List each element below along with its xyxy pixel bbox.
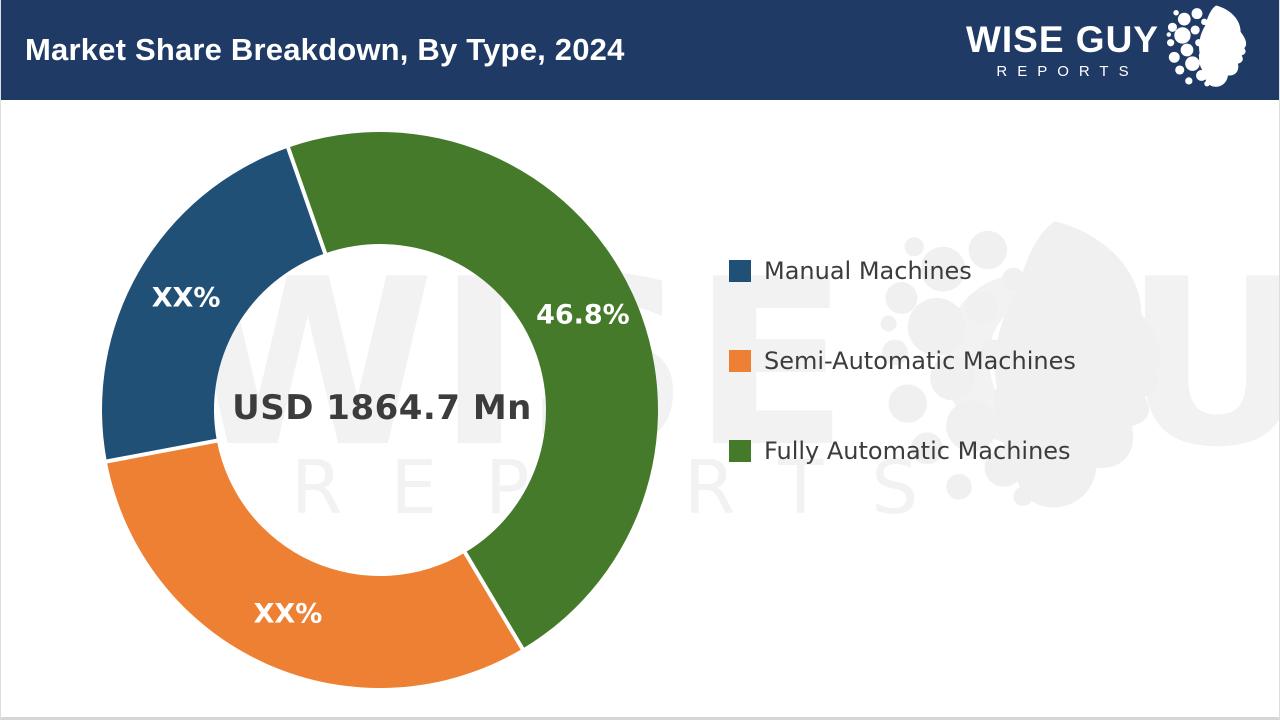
segment-separator [461, 548, 526, 653]
header: Market Share Breakdown, By Type, 2024 WI… [1, 0, 1279, 100]
donut-chart: 46.8% XX% XX% [102, 131, 659, 688]
segment-value-label-fully-automatic-machines: 46.8% [536, 300, 630, 331]
page-title: Market Share Breakdown, By Type, 2024 [25, 32, 625, 67]
legend-item-fully-automatic-machines: Fully Automatic Machines [729, 437, 1076, 465]
legend-swatch [729, 440, 751, 462]
logo-wordmark: WISE GUY [965, 18, 1159, 60]
segment-separator [103, 438, 221, 464]
logo-subtitle: REPORTS [996, 62, 1139, 80]
logo-wordmark-block: WISE GUY REPORTS [966, 21, 1159, 80]
head-silhouette-icon [1161, 0, 1253, 100]
wiseguy-logo: WISE GUY REPORTS [966, 0, 1253, 100]
chart-legend: Manual Machines Semi-Automatic Machines Fu… [729, 257, 1076, 530]
donut-center-value: USD 1864.7 Mn [232, 388, 532, 428]
legend-swatch [729, 350, 751, 372]
legend-label: Fully Automatic Machines [764, 437, 1071, 465]
donut-segment-manual-machines [102, 147, 326, 462]
legend-item-semi-automatic-machines: Semi-Automatic Machines [729, 347, 1076, 375]
legend-swatch [729, 260, 751, 282]
donut-segment-semi-automatic-machines [106, 440, 523, 688]
legend-label: Semi-Automatic Machines [764, 347, 1076, 375]
legend-item-manual-machines: Manual Machines [729, 257, 1076, 285]
segment-separator [285, 144, 329, 257]
legend-label: Manual Machines [764, 257, 972, 285]
donut-segment-fully-automatic-machines [288, 131, 659, 649]
segment-value-label-manual-machines: XX% [152, 282, 221, 313]
chart-area: WISE GUY REPORTS 46.8%XX%XX% USD 1864.7 … [1, 100, 1279, 717]
segment-value-label-semi-automatic-machines: XX% [254, 599, 323, 630]
